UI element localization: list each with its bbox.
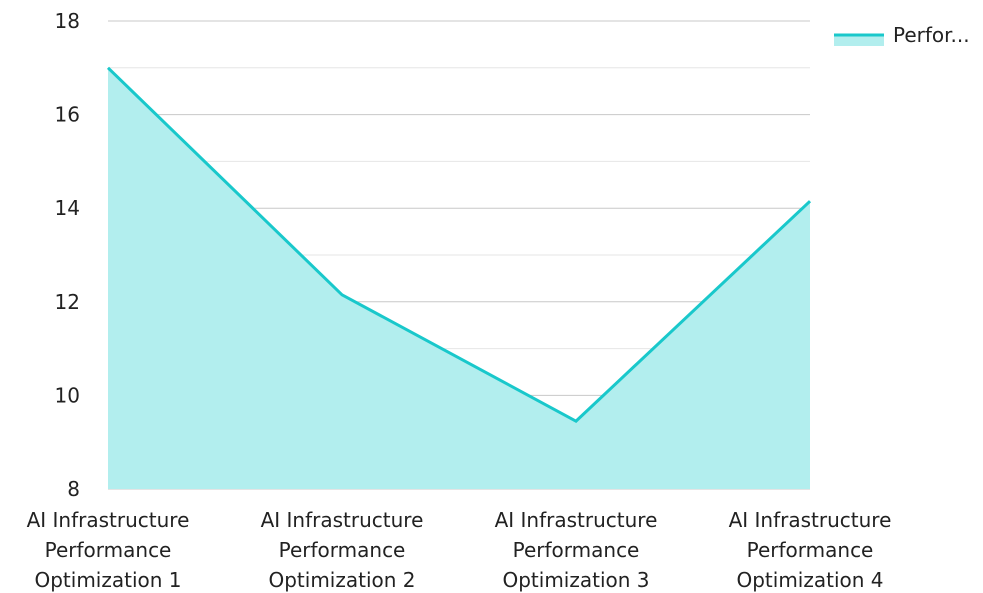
y-tick-label: 14 (55, 196, 80, 220)
x-axis-tick-labels: AI Infrastructure Performance Optimization… (27, 508, 892, 592)
y-tick-label: 12 (55, 290, 80, 314)
x-tick-label: AI Infrastructure Performance Optimization… (729, 508, 892, 592)
y-tick-label: 16 (55, 103, 80, 127)
x-tick-label: AI Infrastructure Performance Optimization… (261, 508, 424, 592)
legend-label: Perfor... (893, 23, 970, 47)
legend: Perfor... (834, 23, 970, 47)
y-tick-label: 10 (55, 383, 80, 407)
series-line (106, 66, 812, 423)
y-axis-tick-labels: 8 10 12 14 16 18 (55, 9, 80, 501)
y-tick-label: 18 (55, 9, 80, 33)
series-areas (108, 67, 810, 490)
series-area (108, 67, 810, 490)
legend-swatch (834, 35, 884, 46)
y-tick-label: 8 (67, 477, 80, 501)
series-lines (106, 66, 812, 423)
x-tick-label: AI Infrastructure Performance Optimization… (495, 508, 658, 592)
x-tick-label: AI Infrastructure Performance Optimization… (27, 508, 190, 592)
